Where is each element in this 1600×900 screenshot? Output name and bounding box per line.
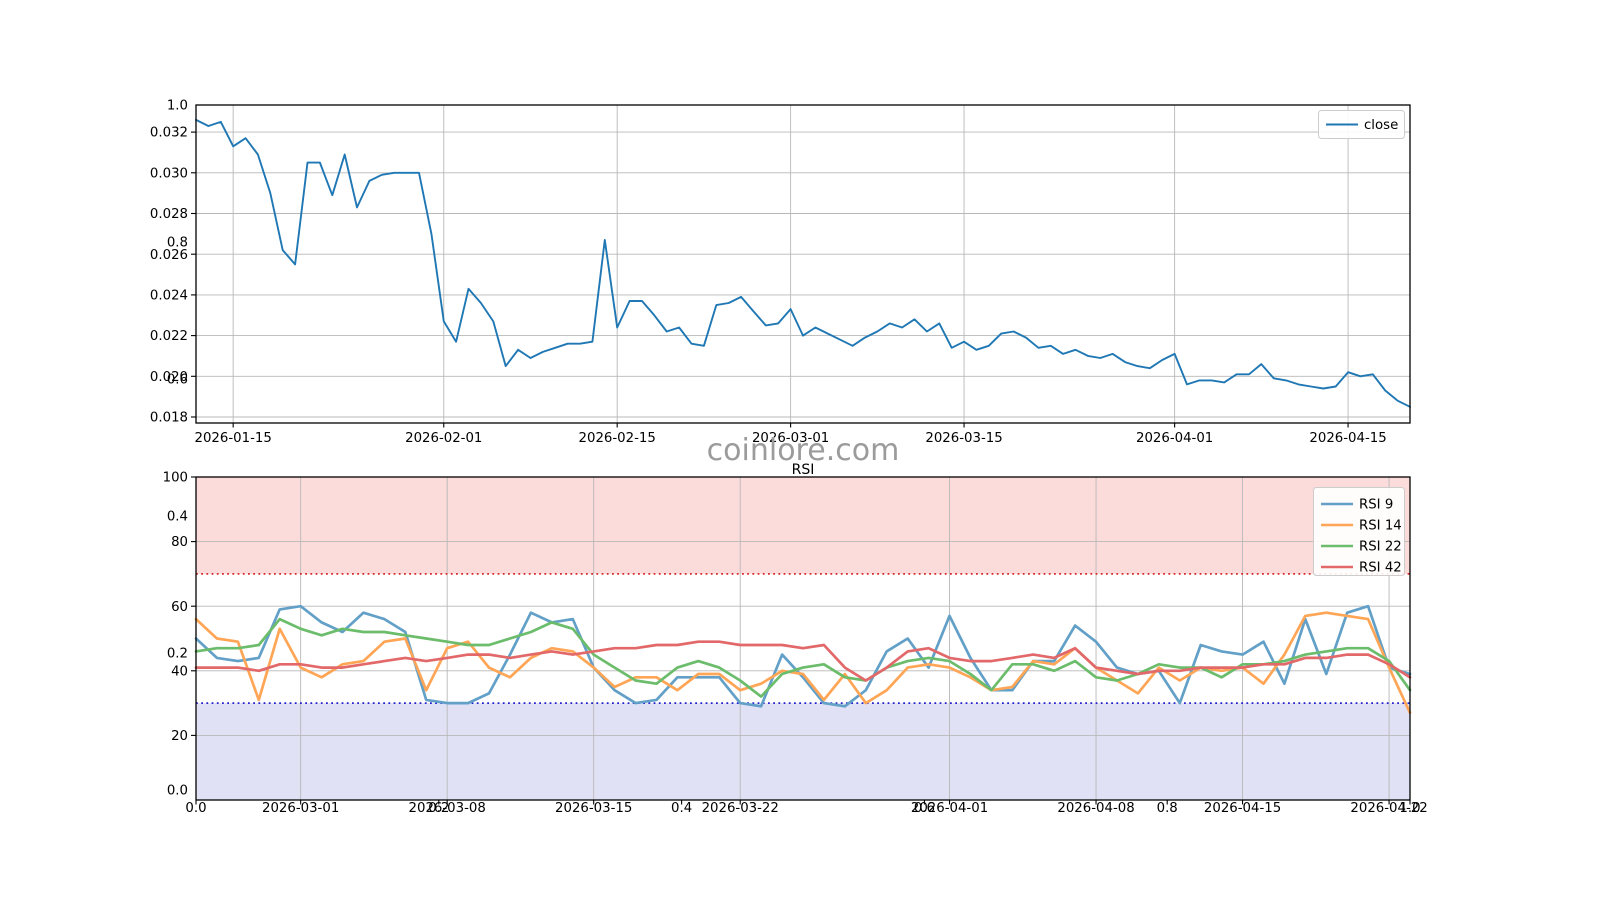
legend-entry: RSI 14 xyxy=(1321,519,1402,534)
overlay-x-label: 0.8 xyxy=(1157,801,1178,816)
overlay-y-label: 0.6 xyxy=(167,373,188,388)
rsi-chart: 2026-03-01 2026-03-08 2026-03-15 2026-03-22… xyxy=(163,471,1428,816)
rsi22-legend-label: RSI 22 xyxy=(1359,540,1402,555)
x-tick-label: 2026-02-01 xyxy=(405,431,482,446)
y-tick-label: 0.032 xyxy=(150,126,188,141)
overlay-axis-labels: 1.0 0.8 0.6 0.4 0.2 0.0 0.0 0.2 0.4 0.6 0.8 1.0 xyxy=(167,99,1421,816)
rsi9-legend-label: RSI 9 xyxy=(1359,498,1393,513)
x-tick-label: 2026-04-01 xyxy=(911,801,988,816)
x-tick-label: 2026-04-15 xyxy=(1309,431,1386,446)
y-tick-label: 0.028 xyxy=(150,207,188,222)
x-tick-label: 2026-03-22 xyxy=(702,801,779,816)
rsi42-legend-label: RSI 42 xyxy=(1359,561,1402,576)
close-legend-label: close xyxy=(1364,118,1398,133)
y-tick-label: 0.018 xyxy=(150,411,188,426)
watermark: coinlore.com xyxy=(707,433,900,468)
x-tick-label: 2026-03-01 xyxy=(752,431,829,446)
rsi-42-line xyxy=(194,640,1412,682)
x-tick-label: 2026-03-15 xyxy=(925,431,1002,446)
overlay-y-label: 0.2 xyxy=(167,647,188,662)
axes-border xyxy=(195,104,1411,424)
overlay-x-label: 0.2 xyxy=(428,801,449,816)
legend-box xyxy=(1318,110,1405,139)
axes-border xyxy=(195,476,1411,801)
close-line xyxy=(195,118,1411,408)
legend-entry: RSI 22 xyxy=(1321,540,1402,555)
rsi-panel-title: RSI xyxy=(792,462,815,478)
overlay-y-label: 1.0 xyxy=(167,99,188,114)
x-tick-label: 2026-04-01 xyxy=(1136,431,1213,446)
overlay-x-label: 1.0 xyxy=(1399,801,1420,816)
legend-entry: RSI 42 xyxy=(1321,561,1402,576)
y-tick-label: 0.020 xyxy=(150,370,188,385)
price-legend: close xyxy=(1318,110,1405,139)
y-tick-label: 0.024 xyxy=(150,289,188,304)
overlay-x-label: 0.6 xyxy=(914,801,935,816)
overlay-y-label: 0.4 xyxy=(167,510,188,525)
y-tick-label: 40 xyxy=(171,664,188,679)
overlay-y-label: 0.8 xyxy=(167,236,188,251)
overlay-x-label: 0.4 xyxy=(671,801,692,816)
oversold-band xyxy=(196,703,1410,800)
rsi-22-line xyxy=(194,617,1412,698)
x-tick-label: 2026-04-22 xyxy=(1350,801,1427,816)
overbought-band xyxy=(196,477,1410,574)
x-tick-label: 2026-04-15 xyxy=(1204,801,1281,816)
x-tick-label: 2026-03-01 xyxy=(262,801,339,816)
x-tick-label: 2026-03-08 xyxy=(409,801,486,816)
overlay-x-label: 0.0 xyxy=(185,801,206,816)
y-tick-label: 0.030 xyxy=(150,166,188,181)
price-chart: 2026-01-15 2026-02-01 2026-02-15 2026-03-01… xyxy=(150,104,1411,446)
y-tick-label: 20 xyxy=(171,729,188,744)
legend-box xyxy=(1313,487,1405,576)
rsi-9-line xyxy=(194,604,1412,708)
rsi14-legend-label: RSI 14 xyxy=(1359,519,1402,534)
x-tick-label: 2026-03-15 xyxy=(555,801,632,816)
x-tick-label: 2026-04-08 xyxy=(1057,801,1134,816)
y-tick-label: 0.022 xyxy=(150,329,188,344)
y-tick-label: 100 xyxy=(163,471,188,486)
x-tick-label: 2026-01-15 xyxy=(195,431,272,446)
legend-entry: RSI 9 xyxy=(1321,498,1393,513)
y-tick-label: 60 xyxy=(171,600,188,615)
overlay-y-label: 0.0 xyxy=(167,784,188,799)
rsi-legend: RSI 9 RSI 14 RSI 22 RSI 42 xyxy=(1313,487,1405,576)
x-tick-label: 2026-02-15 xyxy=(579,431,656,446)
y-tick-label: 0.026 xyxy=(150,248,188,263)
y-tick-label: 80 xyxy=(171,535,188,550)
